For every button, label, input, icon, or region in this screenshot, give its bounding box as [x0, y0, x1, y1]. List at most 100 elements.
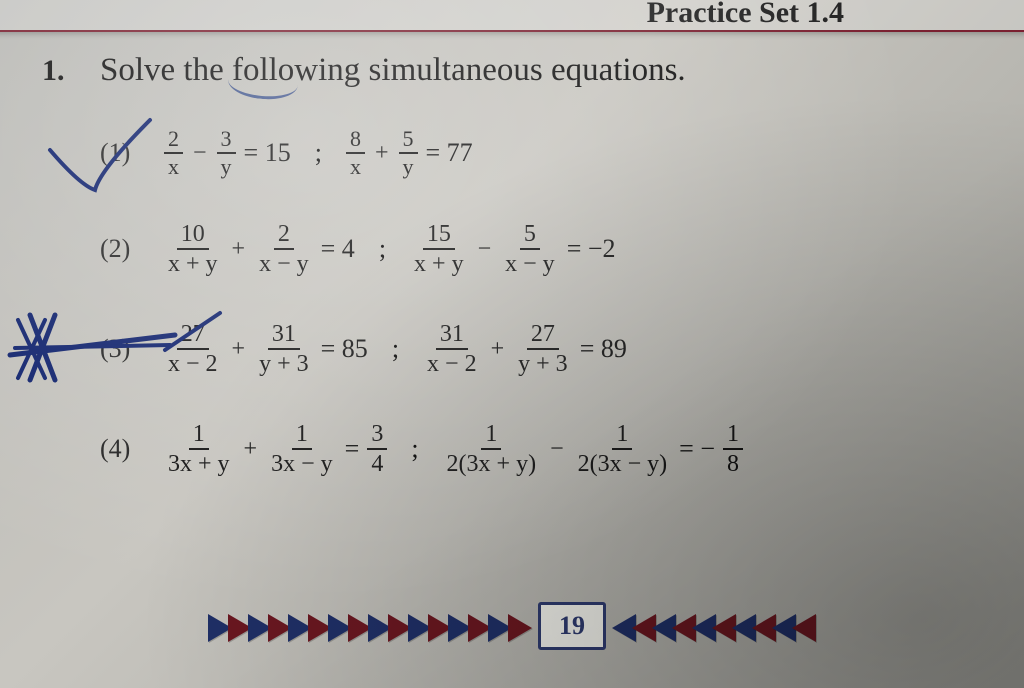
- fraction: 2 x − y: [255, 222, 313, 276]
- denominator: 3x − y: [267, 450, 337, 476]
- equation-2a: 10 x + y + 2 x − y = 4: [164, 222, 355, 276]
- equation-2b: 15 x + y − 5 x − y = −2: [410, 222, 615, 276]
- rhs-pre: =: [345, 434, 360, 464]
- subquestion-label: (1): [100, 138, 150, 168]
- fraction: 31 y + 3: [255, 322, 313, 376]
- fraction: 27 y + 3: [514, 322, 572, 376]
- fraction: 1 2(3x − y): [574, 422, 672, 476]
- top-frame: [0, 0, 1024, 32]
- subquestion-4: (4) 1 3x + y + 1 3x − y = 3 4 ; 1 2(3x +…: [100, 422, 743, 476]
- numerator: 5: [520, 222, 540, 250]
- fraction: 1 3x + y: [164, 422, 234, 476]
- rhs: = 89: [580, 334, 627, 364]
- operator: +: [242, 436, 260, 463]
- numerator: 27: [177, 322, 209, 350]
- numerator: 1: [723, 422, 743, 450]
- equation-3a: 27 x − 2 + 31 y + 3 = 85: [164, 322, 368, 376]
- equation-1b: 8 x + 5 y = 77: [346, 128, 473, 178]
- denominator: x − 2: [164, 350, 222, 376]
- page: Practice Set 1.4 1. Solve the following …: [0, 0, 1024, 688]
- separator: ;: [401, 434, 428, 464]
- equation-4b: 1 2(3x + y) − 1 2(3x − y) = − 1 8: [443, 422, 743, 476]
- numerator: 3: [217, 128, 236, 154]
- fraction: 3 y: [217, 128, 236, 178]
- numerator: 2: [164, 128, 183, 154]
- separator: ;: [382, 334, 409, 364]
- equation-3b: 31 x − 2 + 27 y + 3 = 89: [423, 322, 627, 376]
- numerator: 27: [527, 322, 559, 350]
- fraction: 27 x − 2: [164, 322, 222, 376]
- denominator: x: [164, 154, 183, 178]
- fraction: 5 x − y: [501, 222, 559, 276]
- denominator: 2(3x + y): [443, 450, 541, 476]
- rhs-pre: = −: [679, 434, 715, 464]
- denominator: x − 2: [423, 350, 481, 376]
- fraction: 2 x: [164, 128, 183, 178]
- denominator: y + 3: [514, 350, 572, 376]
- arrow-right-icon: [508, 614, 532, 642]
- separator: ;: [369, 234, 396, 264]
- question-text: Solve the following simultaneous equatio…: [100, 52, 686, 89]
- fraction: 1 2(3x + y): [443, 422, 541, 476]
- numerator: 3: [367, 422, 387, 450]
- fraction: 1 3x − y: [267, 422, 337, 476]
- denominator: x + y: [164, 250, 222, 276]
- operator: +: [489, 336, 507, 363]
- denominator: 8: [723, 450, 743, 476]
- fraction: 5 y: [399, 128, 418, 178]
- numerator: 1: [481, 422, 501, 450]
- rhs: = 15: [244, 138, 291, 168]
- equation-4a: 1 3x + y + 1 3x − y = 3 4: [164, 422, 387, 476]
- numerator: 1: [292, 422, 312, 450]
- denominator: 3x + y: [164, 450, 234, 476]
- numerator: 1: [612, 422, 632, 450]
- page-number-badge: 19: [538, 602, 606, 650]
- arrow-row: 19: [20, 598, 1004, 658]
- page-footer-border: 19: [20, 598, 1004, 658]
- equation-1a: 2 x − 3 y = 15: [164, 128, 291, 178]
- numerator: 8: [346, 128, 365, 154]
- fraction: 15 x + y: [410, 222, 468, 276]
- fraction: 3 4: [367, 422, 387, 476]
- operator: +: [373, 140, 391, 167]
- subquestion-1: (1) 2 x − 3 y = 15 ; 8 x + 5 y = 77: [100, 128, 473, 178]
- practice-set-title: Practice Set 1.4: [647, 0, 844, 30]
- rhs: = 77: [426, 138, 473, 168]
- subquestion-label: (4): [100, 434, 150, 464]
- operator: −: [191, 140, 209, 167]
- denominator: x + y: [410, 250, 468, 276]
- numerator: 1: [189, 422, 209, 450]
- subquestion-2: (2) 10 x + y + 2 x − y = 4 ; 15 x + y − …: [100, 222, 616, 276]
- subquestion-3: (3) 27 x − 2 + 31 y + 3 = 85 ; 31 x − 2 …: [100, 322, 627, 376]
- numerator: 15: [423, 222, 455, 250]
- numerator: 10: [177, 222, 209, 250]
- rhs: = 4: [321, 234, 355, 264]
- numerator: 31: [436, 322, 468, 350]
- arrow-left-icon: [792, 614, 816, 642]
- fraction: 10 x + y: [164, 222, 222, 276]
- operator: −: [548, 436, 566, 463]
- denominator: x: [346, 154, 365, 178]
- denominator: 4: [367, 450, 387, 476]
- fraction: 8 x: [346, 128, 365, 178]
- operator: +: [230, 336, 248, 363]
- denominator: y: [399, 154, 418, 178]
- fraction: 31 x − 2: [423, 322, 481, 376]
- denominator: 2(3x − y): [574, 450, 672, 476]
- denominator: x − y: [501, 250, 559, 276]
- operator: +: [230, 236, 248, 263]
- operator: −: [476, 236, 494, 263]
- separator: ;: [305, 138, 332, 168]
- denominator: x − y: [255, 250, 313, 276]
- denominator: y: [217, 154, 236, 178]
- numerator: 2: [274, 222, 294, 250]
- fraction: 1 8: [723, 422, 743, 476]
- question-number: 1.: [42, 54, 65, 88]
- rhs: = −2: [567, 234, 616, 264]
- numerator: 5: [399, 128, 418, 154]
- denominator: y + 3: [255, 350, 313, 376]
- numerator: 31: [268, 322, 300, 350]
- subquestion-label: (3): [100, 334, 150, 364]
- subquestion-label: (2): [100, 234, 150, 264]
- rhs: = 85: [321, 334, 368, 364]
